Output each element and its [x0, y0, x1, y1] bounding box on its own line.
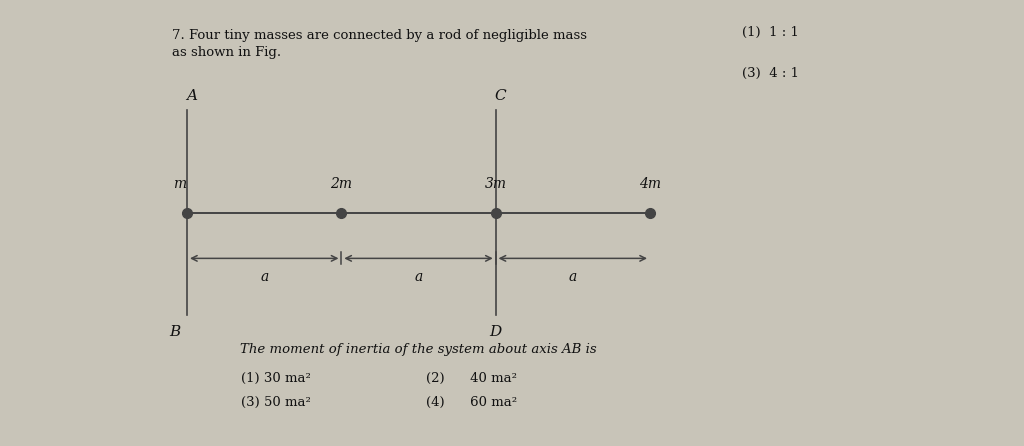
Text: (1) 30 ma²: (1) 30 ma²: [241, 372, 311, 385]
Text: as shown in Fig.: as shown in Fig.: [172, 46, 281, 59]
Text: (2)      40 ma²: (2) 40 ma²: [426, 372, 517, 385]
Text: 7. Four tiny masses are connected by a rod of negligible mass: 7. Four tiny masses are connected by a r…: [172, 29, 587, 42]
Text: a: a: [415, 270, 423, 285]
Text: (1)  1 : 1: (1) 1 : 1: [741, 26, 799, 39]
Text: D: D: [489, 325, 502, 339]
Text: m: m: [173, 177, 186, 191]
Text: B: B: [169, 325, 180, 339]
Text: A: A: [186, 89, 198, 103]
Text: The moment of inertia of the system about axis AB is: The moment of inertia of the system abou…: [241, 343, 597, 356]
Text: 4m: 4m: [639, 177, 660, 191]
Text: a: a: [260, 270, 268, 285]
Text: 3m: 3m: [484, 177, 507, 191]
Text: a: a: [568, 270, 577, 285]
Text: (3) 50 ma²: (3) 50 ma²: [241, 396, 311, 409]
Text: (4)      60 ma²: (4) 60 ma²: [426, 396, 517, 409]
Text: C: C: [495, 89, 506, 103]
Text: (3)  4 : 1: (3) 4 : 1: [741, 67, 799, 80]
Text: 2m: 2m: [331, 177, 352, 191]
